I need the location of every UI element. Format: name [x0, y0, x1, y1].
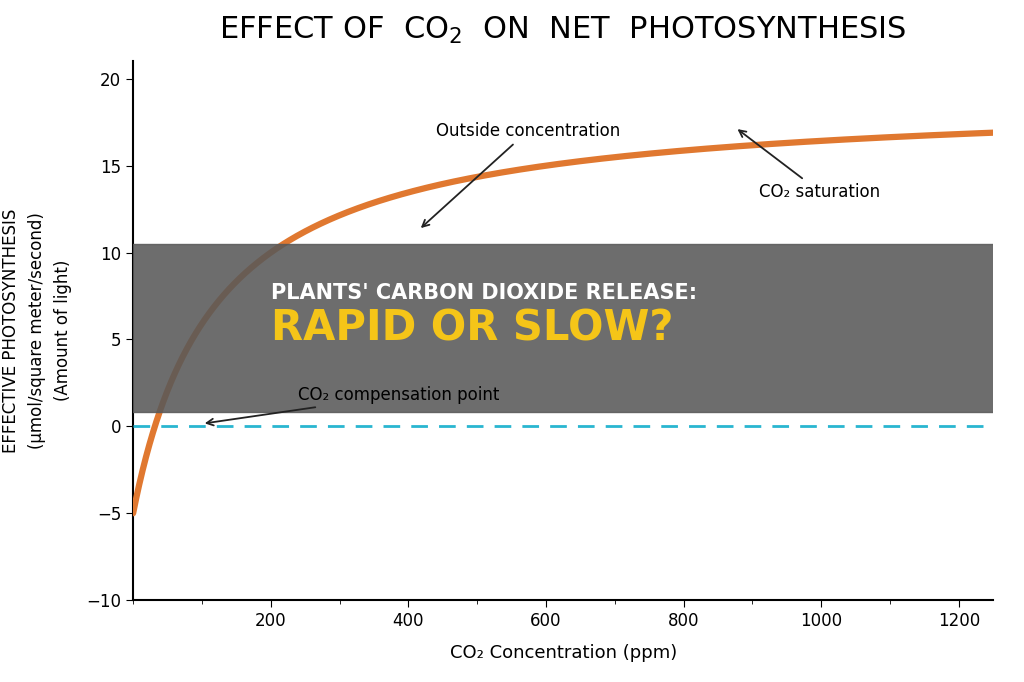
- Y-axis label: EFFECTIVE PHOTOSYNTHESIS
(μmol/square meter/second)
(Amount of light): EFFECTIVE PHOTOSYNTHESIS (μmol/square me…: [2, 209, 73, 453]
- Text: RAPID OR SLOW?: RAPID OR SLOW?: [270, 307, 673, 349]
- Bar: [126, 244, 1021, 413]
- Text: Outside concentration: Outside concentration: [422, 122, 621, 226]
- X-axis label: CO₂ Concentration (ppm): CO₂ Concentration (ppm): [450, 644, 677, 662]
- Text: CO₂ compensation point: CO₂ compensation point: [207, 386, 500, 426]
- Title: EFFECT OF  CO$_2$  ON  NET  PHOTOSYNTHESIS: EFFECT OF CO$_2$ ON NET PHOTOSYNTHESIS: [219, 15, 907, 46]
- Text: CO₂ saturation: CO₂ saturation: [739, 130, 881, 201]
- Text: PLANTS' CARBON DIOXIDE RELEASE:: PLANTS' CARBON DIOXIDE RELEASE:: [270, 284, 697, 303]
